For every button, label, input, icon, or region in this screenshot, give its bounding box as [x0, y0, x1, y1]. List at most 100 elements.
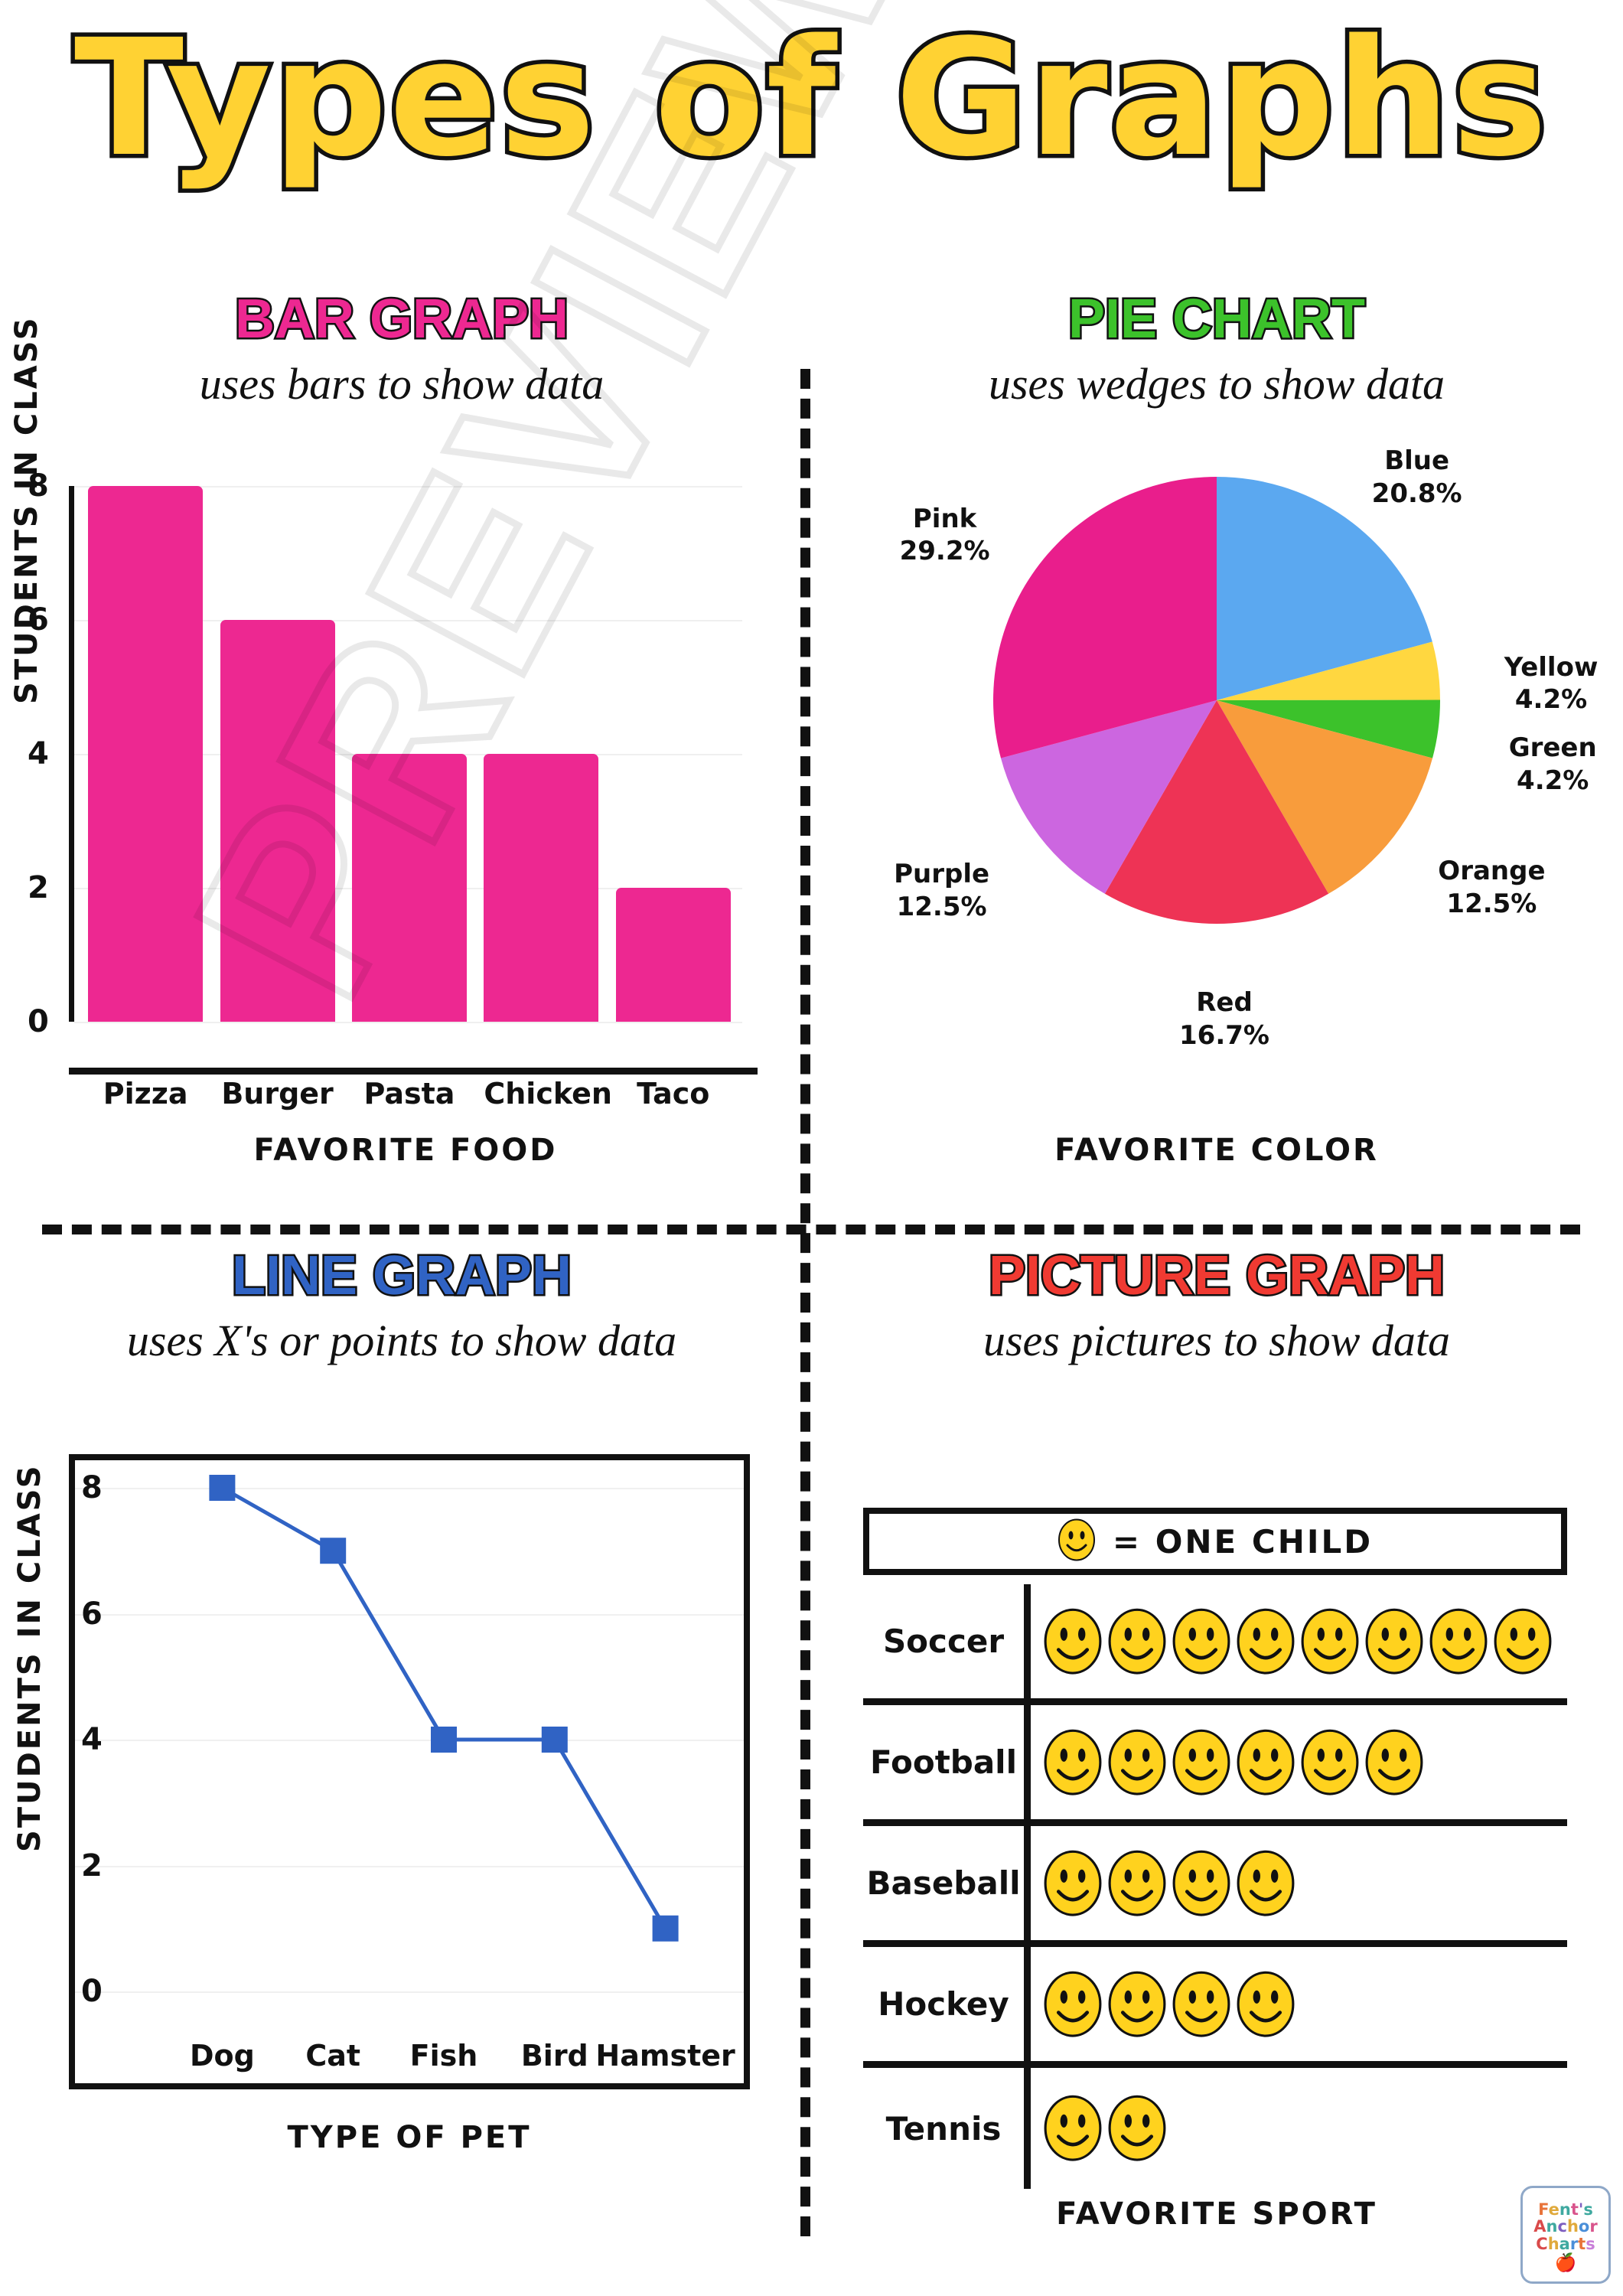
pie-slice-label: Blue 20.8% — [1356, 445, 1478, 510]
smiley-face-icon — [1237, 1850, 1295, 1916]
divider-vertical — [800, 369, 810, 2236]
bar-y-tick-label: 8 — [28, 468, 49, 504]
line-category-label: Dog — [189, 2039, 255, 2073]
bar-y-tick-label: 0 — [28, 1004, 49, 1039]
picture-graph-row: Football — [863, 1705, 1567, 1826]
picture-graph-table: Soccer Football Baseball Hockey Tennis — [863, 1584, 1567, 2189]
bar-y-axis-line — [69, 486, 74, 1022]
smiley-face-icon — [1108, 1608, 1166, 1675]
bar-y-tick-label: 4 — [28, 736, 49, 771]
line-y-tick-label: 2 — [81, 1848, 103, 1883]
pie-slice — [1104, 700, 1329, 924]
pie-slice-value: 29.2% — [899, 536, 990, 567]
pie-slice — [1217, 700, 1433, 894]
line-y-tick-label: 6 — [81, 1596, 103, 1632]
smiley-face-icon — [1172, 1729, 1230, 1795]
pie-slice-name: Yellow — [1504, 651, 1599, 683]
apple-icon: 🍎 — [1554, 2252, 1577, 2272]
line-y-tick-label: 8 — [81, 1470, 103, 1505]
bar-graph-title: BAR GRAPH — [233, 289, 570, 350]
line-y-axis-label: STUDENTS IN CLASS — [12, 1463, 47, 1852]
smiley-face-icon — [1365, 1608, 1423, 1675]
bar-series — [80, 486, 739, 1022]
line-y-tick-label: 4 — [81, 1722, 103, 1757]
bar-gridline — [74, 1022, 742, 1023]
bar-rect — [220, 620, 335, 1022]
pie-slice-value: 4.2% — [1514, 684, 1588, 716]
line-y-tick-label: 0 — [81, 1974, 103, 2009]
smiley-face-icon — [1044, 1729, 1102, 1795]
brand-logo: Fent's Anchor Charts 🍎 — [1520, 2186, 1611, 2284]
pie-slice — [993, 477, 1217, 758]
picture-graph-row-icons — [1024, 2068, 1567, 2189]
line-data-point — [209, 1475, 236, 1501]
bar-rect — [484, 754, 599, 1022]
bar-category-label: Chicken — [484, 1077, 612, 1110]
bar-y-axis-label: STUDENTS IN CLASS — [9, 315, 44, 704]
pie-slice — [1217, 700, 1440, 758]
page-title: Types of Graphs — [70, 5, 1551, 192]
pie-slice-name: Green — [1508, 732, 1597, 764]
bar-item — [351, 754, 467, 1022]
pie-slice-name: Red — [1196, 987, 1253, 1018]
picture-graph-row: Soccer — [863, 1584, 1567, 1705]
smiley-face-icon — [1365, 1729, 1423, 1795]
smiley-face-icon — [1494, 1608, 1552, 1675]
line-gridline — [75, 1991, 744, 1993]
pie-slice-name: Pink — [912, 503, 977, 534]
pie-slice-value: 4.2% — [1517, 765, 1589, 796]
smiley-face-icon — [1237, 1729, 1295, 1795]
section-picture-graph: PICTURE GRAPH uses pictures to show data… — [826, 1245, 1607, 2273]
pie-slice-label: Green 4.2% — [1491, 732, 1614, 797]
line-category-label: Fish — [409, 2039, 478, 2073]
section-pie-chart: PIE CHART uses wedges to show data Blue 2… — [826, 289, 1607, 1202]
line-data-point — [541, 1727, 568, 1753]
line-chart-plot: 0 2 4 6 8 Dog Cat Fish Bird Hamster — [69, 1454, 750, 2089]
picture-graph-legend: = ONE CHILD — [863, 1508, 1567, 1575]
bar-chart-plot: 0 2 4 6 8 Pizza Burger Pasta Chicken Taco — [28, 468, 758, 1110]
pie-slice-label: Pink 29.2% — [884, 503, 1006, 568]
line-category-label: Hamster — [595, 2039, 735, 2073]
bar-rect — [88, 486, 204, 1022]
pie-chart-plot: Blue 20.8% Yellow 4.2% Green 4.2% Orange 12.5% R… — [826, 445, 1607, 1079]
line-data-point — [320, 1538, 347, 1564]
bar-item — [220, 620, 335, 1022]
pie-slice-label: Orange 12.5% — [1430, 855, 1553, 920]
smiley-face-icon — [1108, 1729, 1166, 1795]
bar-y-tick-label: 2 — [28, 870, 49, 905]
line-gridline — [75, 1740, 744, 1741]
smiley-face-icon — [1108, 2095, 1166, 2161]
picture-graph-subtitle: uses pictures to show data — [983, 1315, 1451, 1365]
section-line-graph: LINE GRAPH uses X's or points to show da… — [12, 1245, 788, 2273]
picture-graph-row: Tennis — [863, 2068, 1567, 2189]
pie-slice-label: Yellow 4.2% — [1490, 651, 1612, 716]
smiley-face-icon — [1172, 1850, 1230, 1916]
line-x-axis-label: TYPE OF PET — [287, 2120, 532, 2155]
bar-gridline — [74, 620, 742, 621]
bar-x-axis-label: FAVORITE FOOD — [253, 1133, 558, 1168]
smiley-face-icon — [1044, 1971, 1102, 2037]
bar-x-axis-line — [69, 1068, 758, 1075]
pie-slice-name: Orange — [1438, 856, 1546, 887]
picture-graph-x-axis-label: FAVORITE SPORT — [1056, 2197, 1377, 2232]
bar-category-label: Pizza — [103, 1077, 188, 1110]
bar-y-tick-label: 6 — [28, 602, 49, 638]
bar-item — [484, 754, 599, 1022]
smiley-face-icon — [1237, 1971, 1295, 2037]
smiley-face-icon — [1058, 1518, 1096, 1565]
pie-chart-svg — [993, 477, 1440, 924]
line-data-point — [431, 1727, 457, 1753]
smiley-face-icon — [1301, 1608, 1359, 1675]
line-chart-svg — [209, 1475, 679, 1942]
smiley-face-icon — [1301, 1729, 1359, 1795]
line-data-point — [652, 1915, 679, 1942]
picture-graph-row-label: Soccer — [882, 1623, 1005, 1660]
pie-chart-subtitle: uses wedges to show data — [988, 358, 1445, 409]
line-category-label: Bird — [520, 2039, 588, 2073]
bar-rect — [351, 754, 467, 1022]
picture-graph-row-label: Tennis — [885, 2109, 1002, 2148]
picture-graph-row-label: Hockey — [878, 1985, 1009, 2023]
pie-slice — [1217, 477, 1432, 700]
smiley-face-icon — [1058, 1518, 1095, 1561]
picture-graph-row-icons — [1024, 1947, 1567, 2061]
